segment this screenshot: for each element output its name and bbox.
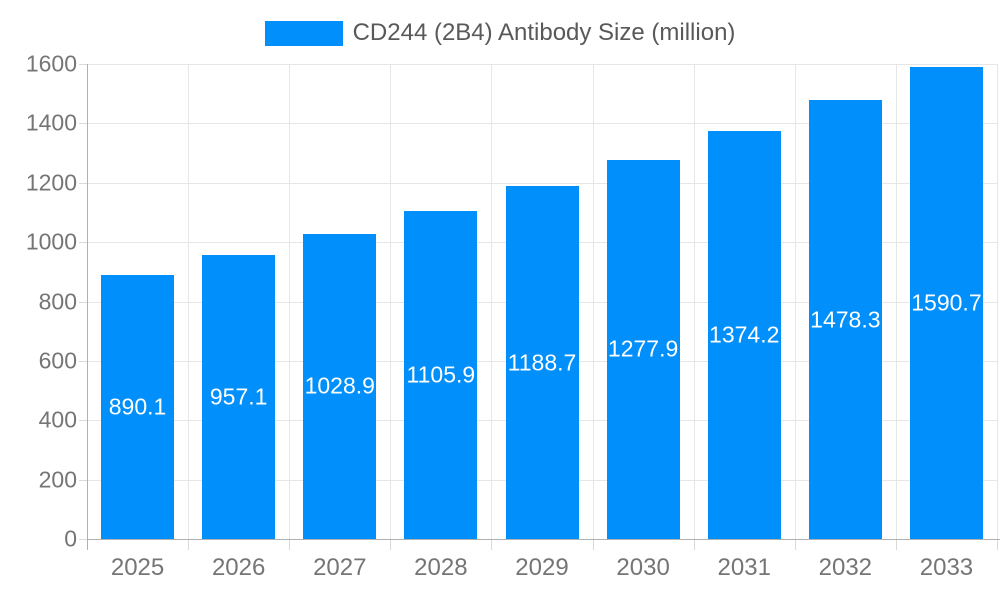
y-axis-tick — [79, 479, 87, 481]
x-axis-label: 2033 — [919, 554, 974, 581]
bar-value-label: 1277.9 — [607, 335, 679, 362]
y-gridline — [87, 123, 997, 125]
bar-value-label: 957.1 — [209, 383, 268, 410]
x-axis-tick — [794, 539, 796, 550]
x-axis-tick — [289, 539, 291, 550]
x-axis-label: 2029 — [515, 554, 569, 581]
y-axis-tick — [79, 539, 87, 540]
x-gridline — [592, 64, 594, 539]
bar[interactable] — [707, 131, 781, 539]
x-gridline — [895, 64, 897, 539]
y-axis-label: 0 — [64, 525, 77, 552]
y-axis-tick — [79, 182, 87, 184]
y-axis-label: 800 — [38, 288, 77, 314]
bar[interactable] — [505, 186, 579, 539]
y-gridline — [87, 182, 997, 184]
x-axis-label: 2030 — [616, 554, 670, 581]
x-axis-label: 2027 — [313, 554, 367, 581]
bar-value-label: 890.1 — [108, 393, 167, 420]
y-axis-tick — [79, 360, 87, 362]
bar-value-label: 1590.7 — [911, 289, 982, 316]
x-axis-label: 2026 — [211, 554, 266, 581]
x-gridline — [491, 64, 493, 539]
chart-legend[interactable]: CD244 (2B4) Antibody Size (million) — [0, 16, 1000, 50]
x-axis-label: 2032 — [818, 554, 873, 581]
y-axis-label: 600 — [38, 347, 77, 374]
bar-value-label: 1188.7 — [507, 349, 577, 376]
x-axis-tick — [693, 539, 695, 550]
y-axis-line — [87, 64, 88, 550]
bar[interactable] — [404, 210, 478, 539]
bar[interactable] — [101, 274, 175, 539]
x-gridline — [693, 64, 695, 539]
bar-value-label: 1478.3 — [810, 306, 881, 333]
x-axis-tick — [592, 539, 594, 550]
legend-swatch — [264, 20, 343, 46]
x-gridline — [997, 64, 998, 539]
bar[interactable] — [202, 254, 276, 539]
x-axis-line — [87, 539, 1000, 540]
x-gridline — [289, 64, 291, 539]
y-axis-tick — [79, 420, 87, 422]
x-axis-tick — [188, 539, 190, 550]
y-axis-label: 400 — [38, 406, 77, 433]
bar-value-label: 1374.2 — [709, 321, 780, 348]
x-axis-label: 2031 — [717, 554, 771, 581]
x-axis-tick — [390, 539, 392, 550]
bar[interactable] — [303, 233, 377, 539]
y-axis-label: 1600 — [25, 50, 77, 77]
y-axis-label: 1400 — [25, 109, 77, 136]
x-axis-tick — [895, 539, 897, 550]
x-axis-label: 2028 — [414, 554, 468, 581]
bar[interactable] — [808, 100, 882, 539]
x-axis-tick — [491, 539, 493, 550]
y-axis-tick — [79, 301, 87, 303]
y-axis-label: 200 — [38, 466, 77, 493]
bar-value-label: 1105.9 — [406, 361, 476, 388]
y-axis-label: 1000 — [25, 228, 77, 255]
y-axis-tick — [79, 123, 87, 125]
y-axis-tick — [79, 242, 87, 244]
x-gridline — [390, 64, 392, 539]
bar-value-label: 1028.9 — [304, 372, 375, 399]
legend-label: CD244 (2B4) Antibody Size (million) — [352, 19, 736, 46]
y-gridline — [87, 64, 997, 65]
x-axis-label: 2025 — [110, 554, 165, 581]
bar[interactable] — [909, 66, 983, 539]
bar[interactable] — [606, 159, 680, 539]
y-axis-tick — [79, 64, 87, 65]
x-axis-tick — [997, 539, 998, 550]
x-gridline — [188, 64, 190, 539]
x-gridline — [794, 64, 796, 539]
y-axis-label: 1200 — [25, 169, 77, 196]
